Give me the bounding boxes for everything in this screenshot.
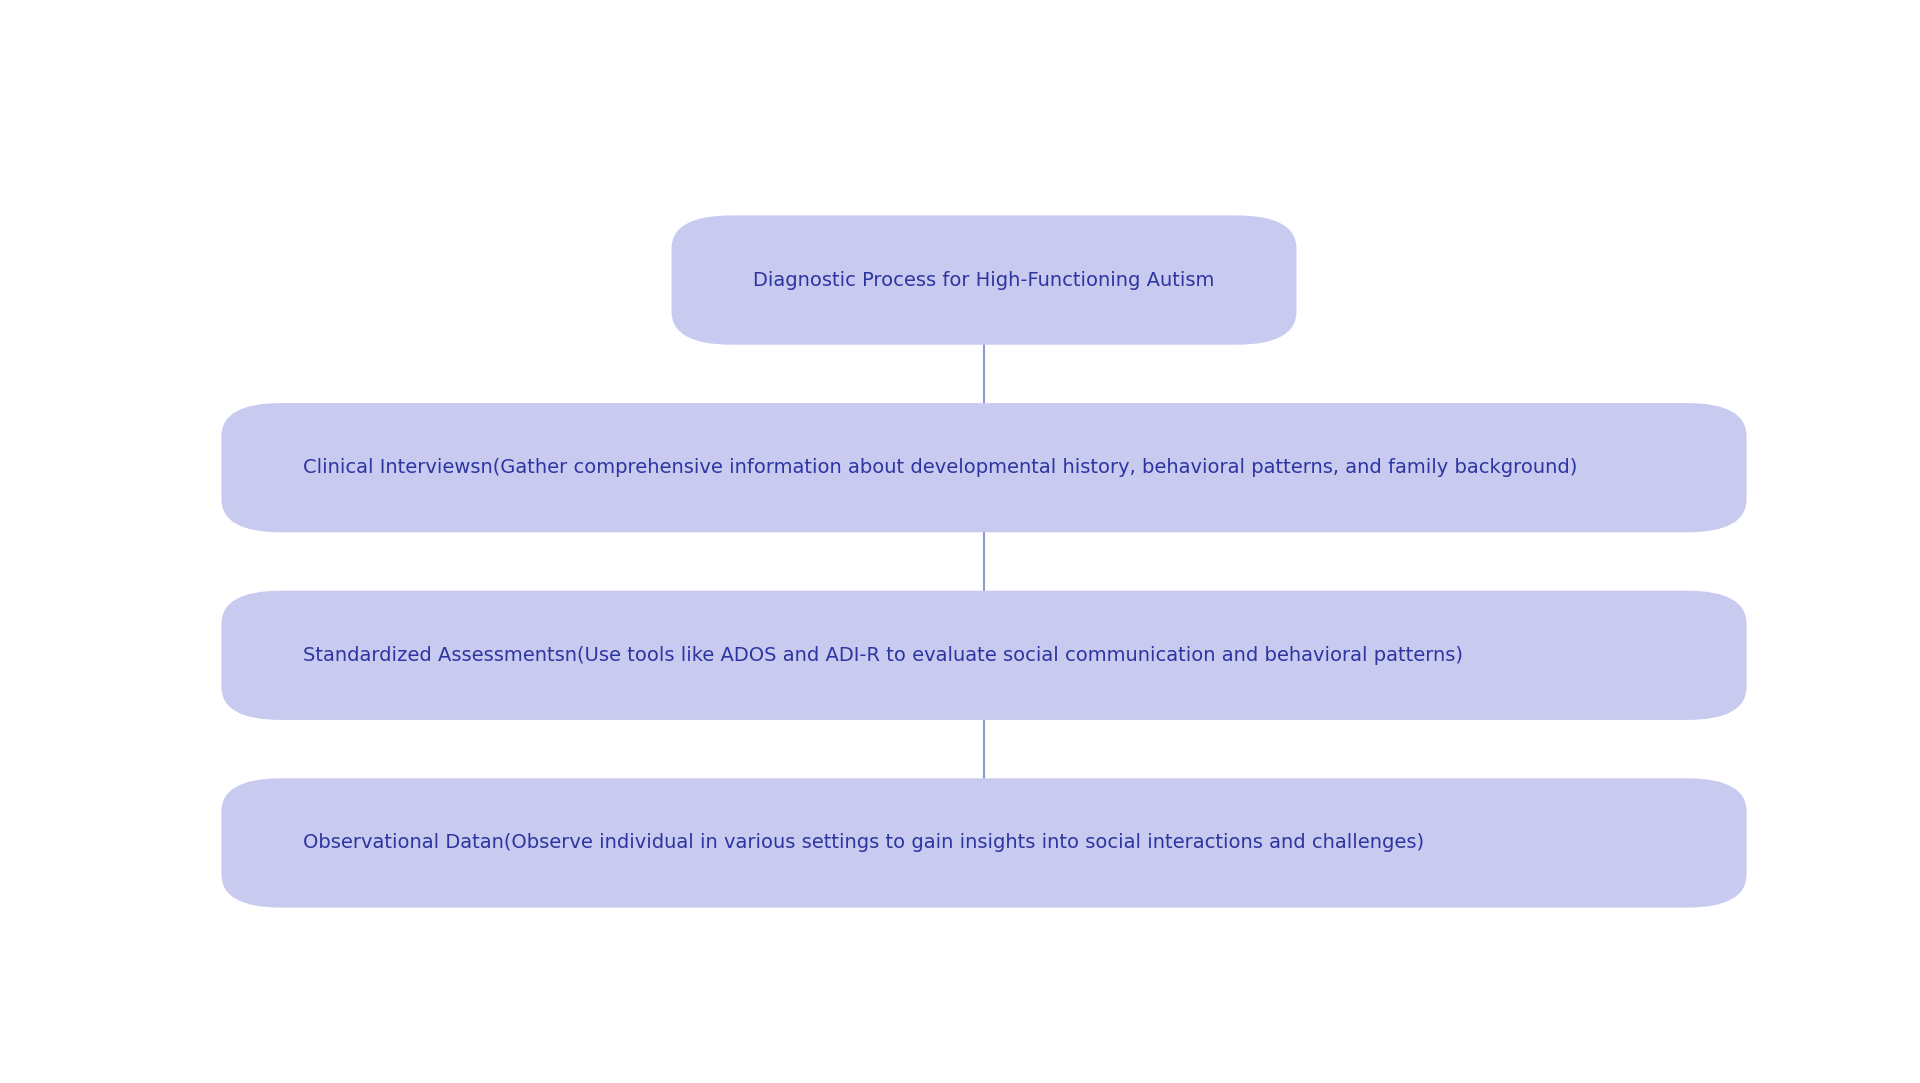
Text: Standardized Assessmentsn(Use tools like ADOS and ADI-R to evaluate social commu: Standardized Assessmentsn(Use tools like… <box>303 645 1463 665</box>
FancyBboxPatch shape <box>672 216 1296 344</box>
FancyBboxPatch shape <box>221 403 1747 533</box>
FancyBboxPatch shape <box>221 779 1747 908</box>
FancyBboxPatch shape <box>221 590 1747 720</box>
Text: Diagnostic Process for High-Functioning Autism: Diagnostic Process for High-Functioning … <box>753 271 1215 289</box>
Text: Clinical Interviewsn(Gather comprehensive information about developmental histor: Clinical Interviewsn(Gather comprehensiv… <box>303 458 1578 478</box>
Text: Observational Datan(Observe individual in various settings to gain insights into: Observational Datan(Observe individual i… <box>303 834 1425 852</box>
